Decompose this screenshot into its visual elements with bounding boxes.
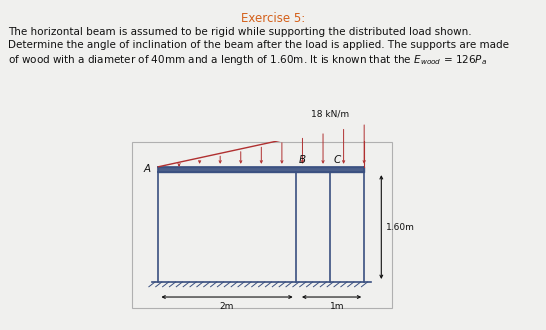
- Bar: [133, 142, 391, 308]
- Text: 2m: 2m: [220, 302, 234, 311]
- Text: A: A: [143, 164, 150, 175]
- Text: The horizontal beam is assumed to be rigid while supporting the distributed load: The horizontal beam is assumed to be rig…: [8, 27, 472, 37]
- Text: Determine the angle of inclination of the beam after the load is applied. The su: Determine the angle of inclination of th…: [8, 40, 509, 50]
- Text: of wood with a diameter of 40mm and a length of 1.60m. It is known that the $E_{: of wood with a diameter of 40mm and a le…: [8, 53, 487, 67]
- Text: 1.60m: 1.60m: [386, 222, 415, 232]
- Text: B: B: [299, 155, 306, 165]
- Text: 18 kN/m: 18 kN/m: [311, 110, 349, 119]
- Text: C: C: [333, 155, 341, 165]
- Text: Exercise 5:: Exercise 5:: [241, 12, 305, 25]
- Text: 1m: 1m: [329, 302, 344, 311]
